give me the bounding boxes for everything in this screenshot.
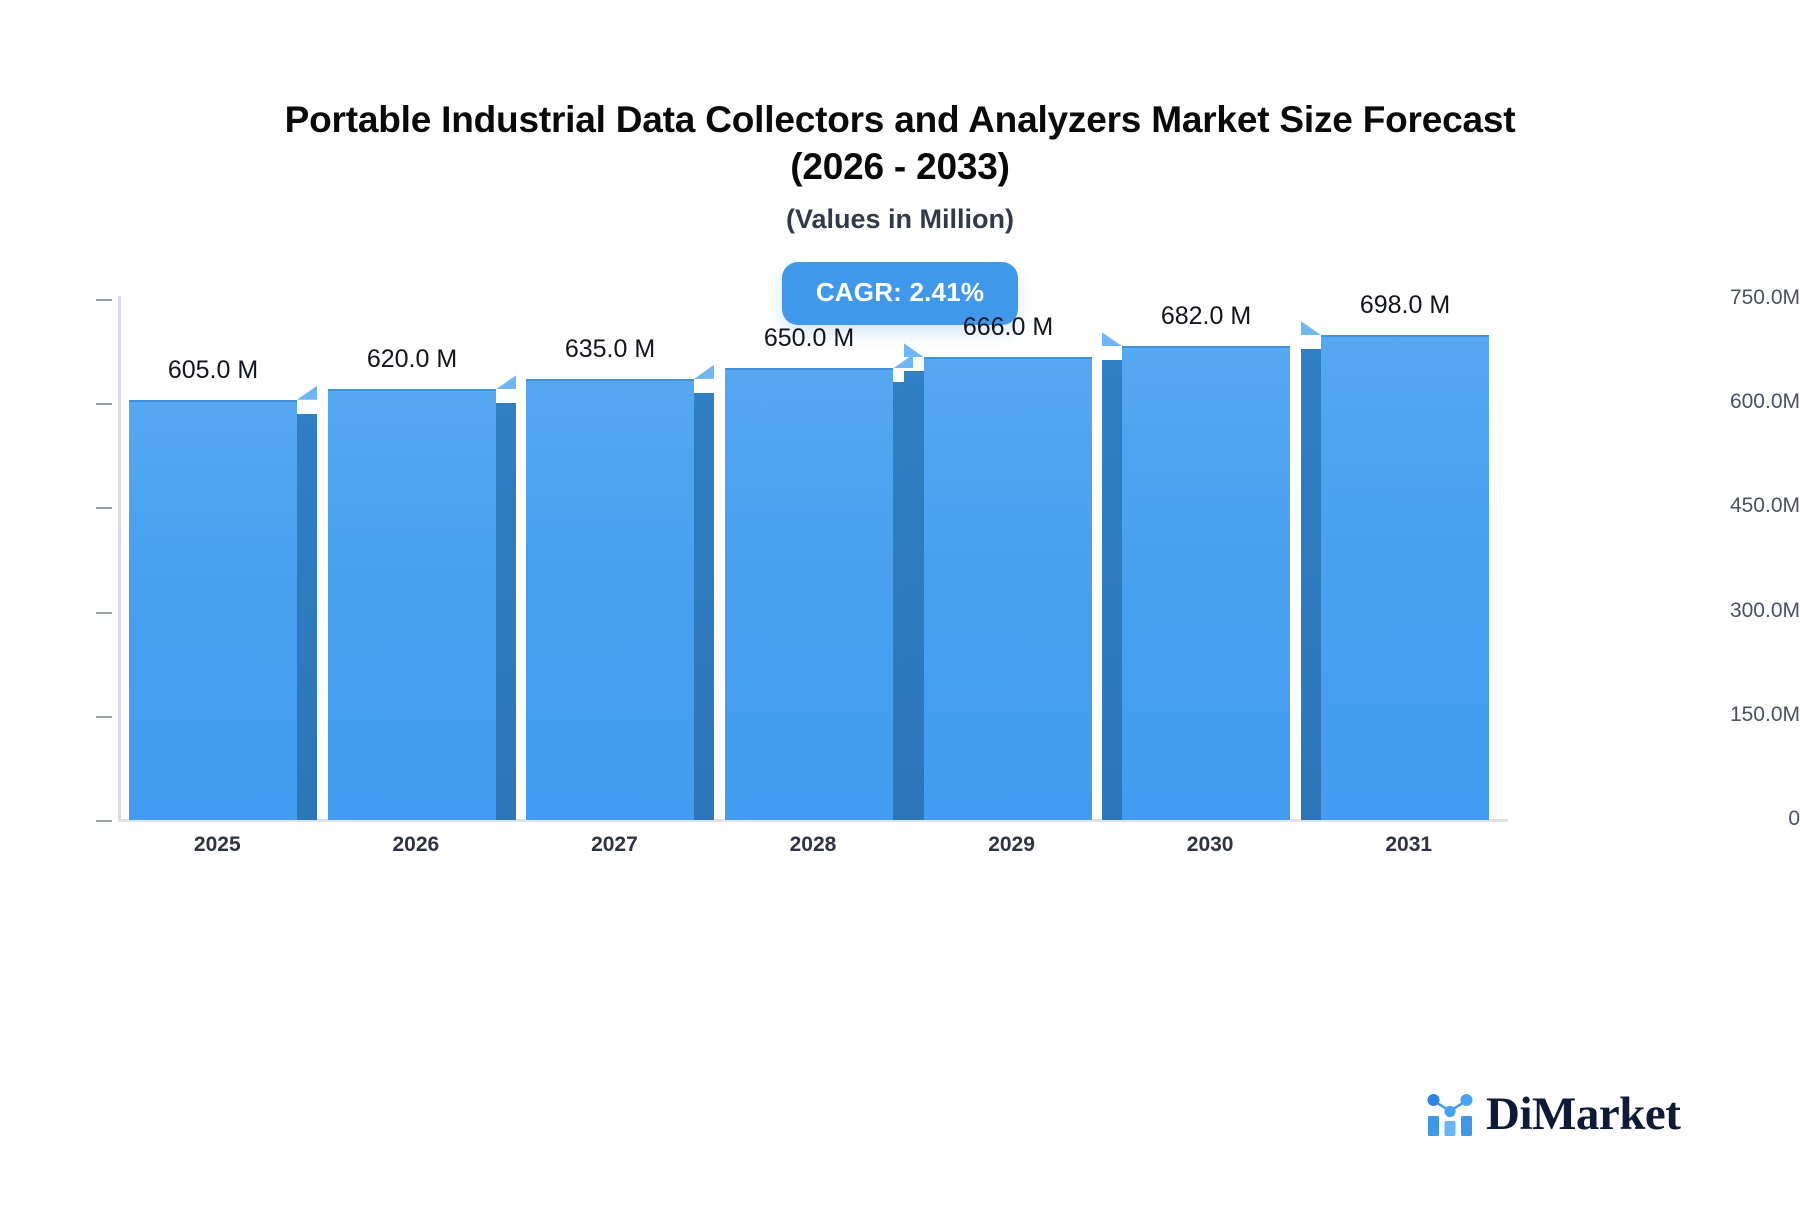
y-axis-tick-mark <box>96 507 112 510</box>
bar-value-label: 666.0 M <box>962 313 1054 342</box>
y-axis-tick-mark <box>96 299 112 301</box>
y-axis-tick-mark <box>96 403 112 406</box>
bar-side-3d <box>496 403 516 820</box>
bar-face <box>328 389 496 820</box>
bar-face <box>526 378 694 820</box>
bar-face <box>1321 335 1489 820</box>
y-axis-tick-label: 300.0M <box>1729 598 1800 622</box>
bar-value-label: 682.0 M <box>1160 302 1252 331</box>
x-axis-tick-label: 2026 <box>392 833 440 856</box>
bar-chart-logo-icon <box>1427 1094 1473 1136</box>
bar-top-3d <box>297 385 317 400</box>
bar-2026[interactable]: 620.0 M <box>328 345 516 820</box>
x-axis-tick-label: 2030 <box>1186 833 1234 856</box>
bar-top-3d <box>496 375 516 390</box>
y-axis-line <box>118 296 121 821</box>
bar-face <box>924 357 1092 820</box>
y-axis-tick-label: 600.0M <box>1729 390 1800 414</box>
bar-2030[interactable]: 682.0 M <box>1102 302 1290 820</box>
bar-side-3d <box>694 392 714 820</box>
bar-face <box>1122 346 1290 820</box>
x-axis-tick-label: 2028 <box>789 833 837 856</box>
bar-2027[interactable]: 635.0 M <box>526 335 714 820</box>
bar-face <box>129 399 297 820</box>
brand-name: DiMarket <box>1486 1087 1681 1140</box>
chart-header: Portable Industrial Data Collectors and … <box>0 96 1800 235</box>
page-title: Portable Industrial Data Collectors and … <box>284 99 1516 188</box>
x-axis-tick-label: 2025 <box>193 833 241 856</box>
y-axis-tick-mark <box>96 611 112 614</box>
x-axis-tick-label: 2027 <box>591 833 638 856</box>
bar-side-3d <box>904 371 924 820</box>
bar-value-label: 605.0 M <box>167 355 259 384</box>
bar-value-label: 620.0 M <box>366 345 458 374</box>
bar-top-3d <box>904 343 924 358</box>
bar-face <box>725 368 893 820</box>
x-axis-line <box>118 819 1508 822</box>
chart-subtitle: (Values in Million) <box>785 203 1015 234</box>
bar-2031[interactable]: 698.0 M <box>1301 291 1489 820</box>
bar-top-3d <box>694 364 714 379</box>
cagr-badge-row: CAGR: 2.41% <box>0 262 1800 325</box>
bar-side-3d <box>297 413 317 820</box>
x-axis-tick-label: 2029 <box>988 833 1035 856</box>
bar-value-label: 698.0 M <box>1359 291 1451 320</box>
y-axis-tick-label: 750.0M <box>1729 286 1800 309</box>
cagr-badge: CAGR: 2.41% <box>781 262 1019 325</box>
bar-value-label: 650.0 M <box>763 324 855 353</box>
bar-top-3d <box>1102 332 1122 347</box>
bar-2028[interactable]: 650.0 M <box>725 324 913 820</box>
y-axis-tick-label: 450.0M <box>1729 494 1800 518</box>
y-axis-tick-mark <box>96 820 112 822</box>
bar-2025[interactable]: 605.0 M <box>129 356 317 820</box>
x-axis-tick-label: 2031 <box>1385 833 1433 856</box>
bar-side-3d <box>1102 360 1122 820</box>
y-axis-tick-label: 150.0M <box>1729 702 1800 726</box>
bar-side-3d <box>1301 349 1321 820</box>
bar-top-3d <box>1301 321 1321 336</box>
y-axis-tick-mark <box>96 715 112 718</box>
brand-logo: DiMarket <box>1424 1087 1681 1140</box>
bar-2029[interactable]: 666.0 M <box>904 313 1092 820</box>
bar-value-label: 635.0 M <box>564 334 656 363</box>
y-axis-tick-label: 0 <box>1788 807 1800 830</box>
